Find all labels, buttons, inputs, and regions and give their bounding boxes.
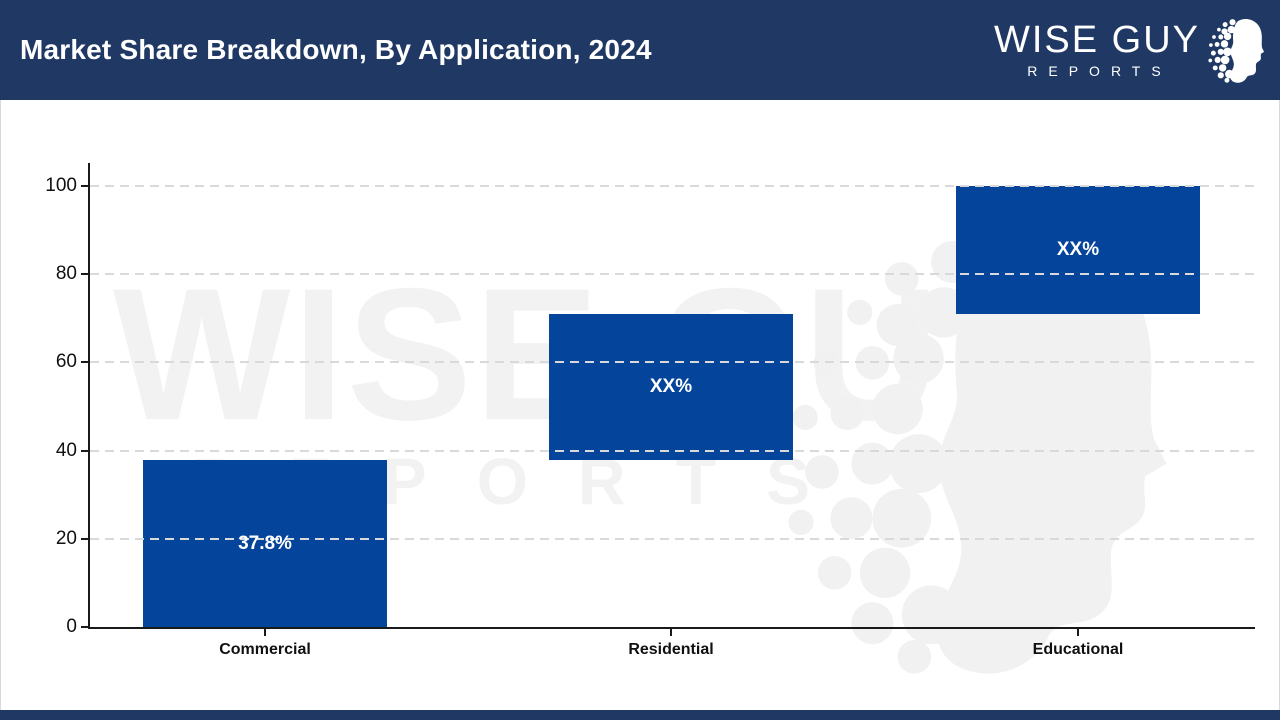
logo-text: WISE GUY REPORTS bbox=[994, 21, 1200, 79]
bar-segment bbox=[143, 460, 387, 627]
bar-value-label: XX% bbox=[649, 376, 693, 398]
y-axis-line bbox=[88, 163, 90, 629]
y-tick-label: 60 bbox=[55, 351, 77, 373]
y-tick-label: 80 bbox=[55, 263, 77, 285]
x-tick-label: Educational bbox=[1032, 641, 1124, 658]
bar-segment bbox=[549, 313, 793, 461]
footer-bar bbox=[0, 710, 1280, 720]
y-axis-tick bbox=[81, 184, 88, 187]
x-axis-tick bbox=[264, 629, 266, 636]
y-axis-tick bbox=[81, 449, 88, 452]
header-bar: Market Share Breakdown, By Application, … bbox=[0, 0, 1280, 100]
dotted-face-icon bbox=[1208, 19, 1265, 83]
y-axis-tick bbox=[81, 273, 88, 276]
logo-wordmark: WISE GUY bbox=[993, 19, 1200, 61]
x-axis-tick bbox=[1077, 629, 1079, 636]
y-tick-label: 40 bbox=[55, 439, 77, 461]
x-tick-label: Commercial bbox=[219, 641, 311, 658]
bar-value-label: XX% bbox=[1056, 238, 1100, 260]
chart-area: WISE GUY REPORTS 02040608010037.8%Commer… bbox=[0, 100, 1280, 710]
page-title: Market Share Breakdown, By Application, … bbox=[20, 34, 652, 65]
wise-guy-reports-logo: WISE GUY REPORTS bbox=[994, 16, 1266, 84]
x-tick-label: Residential bbox=[628, 641, 714, 658]
x-axis-line bbox=[88, 627, 1255, 629]
y-tick-label: 20 bbox=[55, 527, 77, 549]
y-axis-tick bbox=[81, 361, 88, 364]
y-tick-label: 100 bbox=[45, 174, 77, 196]
y-axis-tick bbox=[81, 537, 88, 540]
x-axis-tick bbox=[670, 629, 672, 636]
y-axis-tick bbox=[81, 626, 88, 628]
bar-value-label: 37.8% bbox=[238, 532, 292, 554]
bar-segment bbox=[956, 185, 1200, 314]
logo-subtitle: REPORTS bbox=[1027, 63, 1172, 79]
y-tick-label: 0 bbox=[66, 616, 77, 637]
